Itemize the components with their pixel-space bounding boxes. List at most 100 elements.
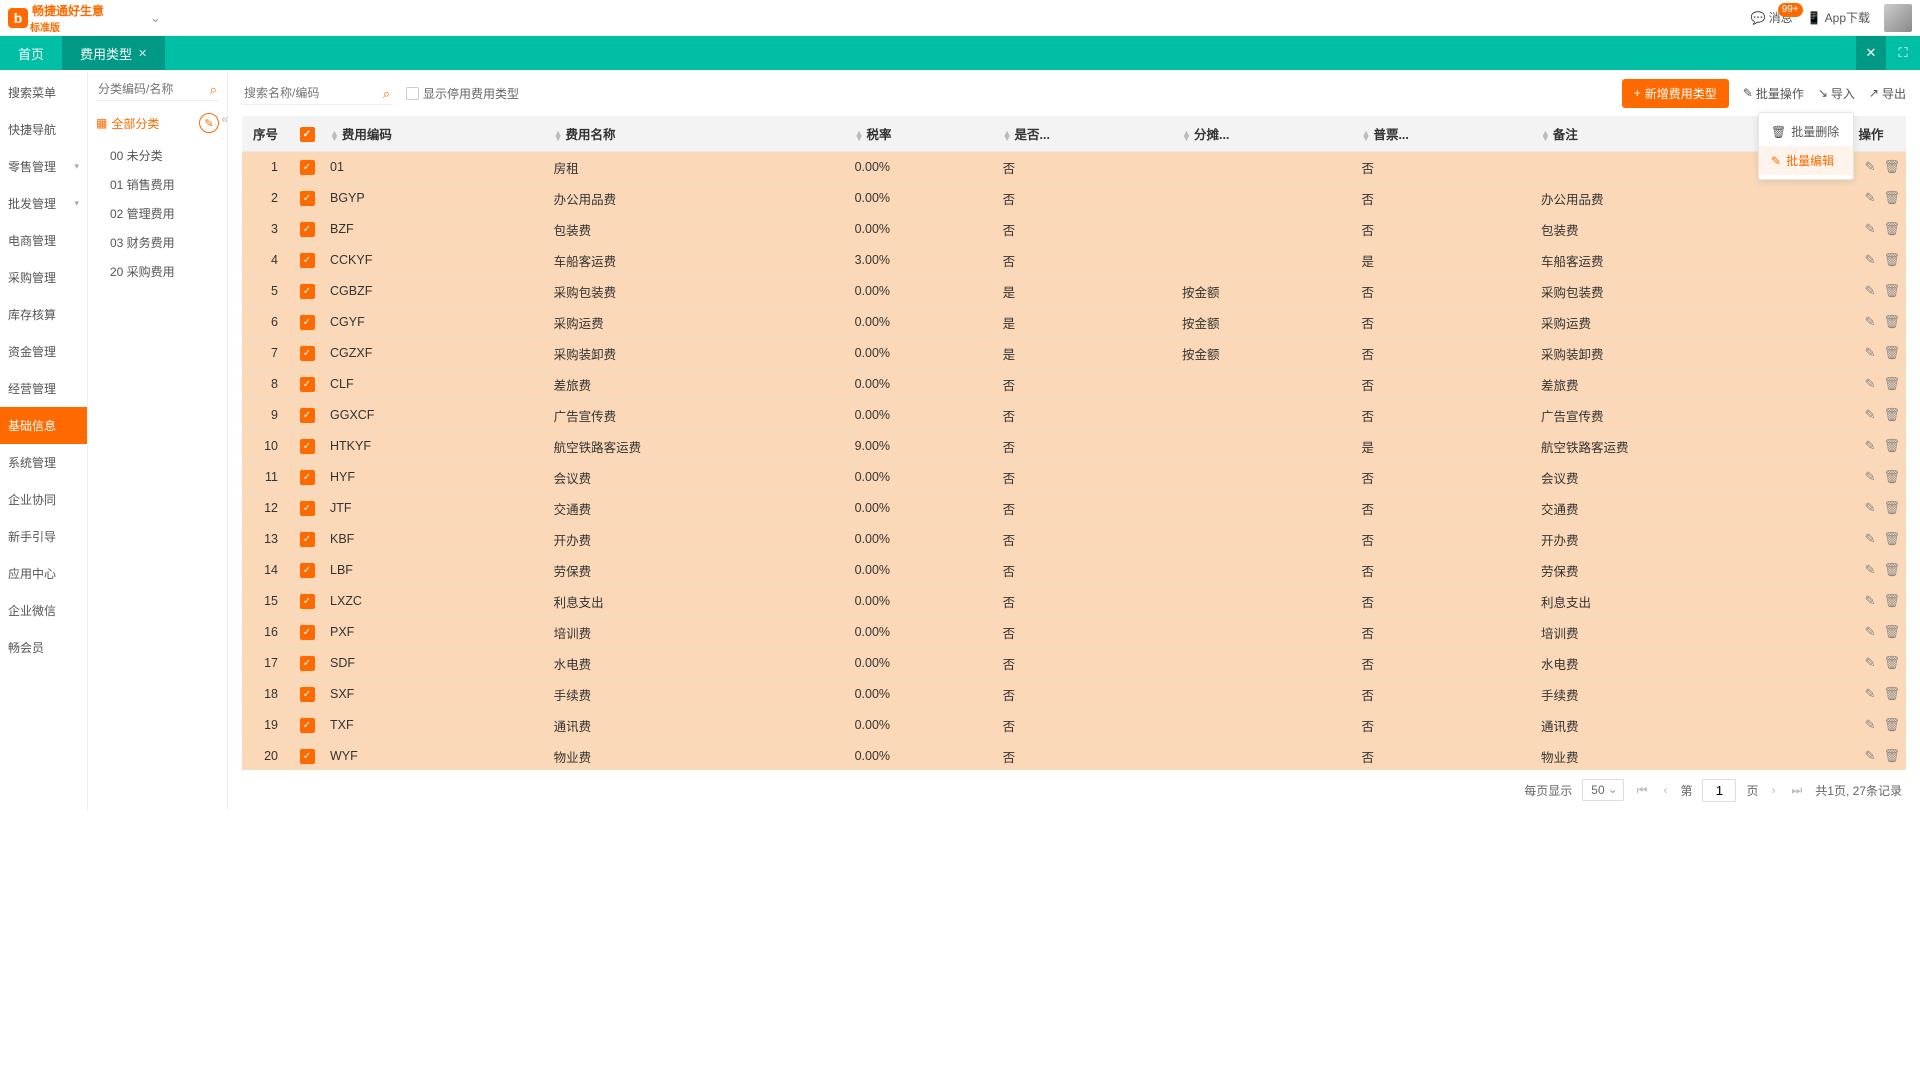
edit-icon[interactable]: ✎ <box>1865 438 1876 453</box>
sidebar-item-零售管理[interactable]: 零售管理▾ <box>0 148 87 185</box>
sidebar-item-企业微信[interactable]: 企业微信 <box>0 592 87 629</box>
per-page-select[interactable]: 50 <box>1582 779 1623 801</box>
cell-checkbox[interactable]: ✓ <box>290 462 324 493</box>
sidebar-item-经营管理[interactable]: 经营管理 <box>0 370 87 407</box>
table-row[interactable]: 13✓KBF开办费0.00%否否开办费✎🗑 <box>242 524 1906 555</box>
cell-checkbox[interactable]: ✓ <box>290 524 324 555</box>
column-header[interactable]: ▲▼普票... <box>1356 116 1535 152</box>
cell-checkbox[interactable]: ✓ <box>290 307 324 338</box>
edit-icon[interactable]: ✎ <box>1865 500 1876 515</box>
delete-icon[interactable]: 🗑 <box>1883 531 1900 546</box>
edit-icon[interactable]: ✎ <box>1865 345 1876 360</box>
table-row[interactable]: 14✓LBF劳保费0.00%否否劳保费✎🗑 <box>242 555 1906 586</box>
cell-checkbox[interactable]: ✓ <box>290 586 324 617</box>
table-row[interactable]: 4✓CCKYF车船客运费3.00%否是车船客运费✎🗑 <box>242 245 1906 276</box>
edit-icon[interactable]: ✎ <box>1865 159 1876 174</box>
edit-icon[interactable]: ✎ <box>1865 717 1876 732</box>
search-icon[interactable]: ⌕ <box>210 82 217 98</box>
cell-checkbox[interactable]: ✓ <box>290 710 324 741</box>
import-button[interactable]: ↘ 导入 <box>1818 85 1855 102</box>
category-search-input[interactable] <box>96 78 219 101</box>
search-input[interactable] <box>242 82 392 105</box>
sidebar-item-电商管理[interactable]: 电商管理 <box>0 222 87 259</box>
delete-icon[interactable]: 🗑 <box>1883 686 1900 701</box>
cell-checkbox[interactable]: ✓ <box>290 741 324 771</box>
table-row[interactable]: 10✓HTKYF航空铁路客运费9.00%否是航空铁路客运费✎🗑 <box>242 431 1906 462</box>
category-all[interactable]: ▦ 全部分类 <box>96 115 159 132</box>
pager-prev-icon[interactable]: ‹ <box>1660 783 1670 797</box>
cell-checkbox[interactable]: ✓ <box>290 183 324 214</box>
batch-edit-item[interactable]: ✎ 批量编辑 <box>1759 146 1853 175</box>
cell-checkbox[interactable]: ✓ <box>290 369 324 400</box>
edit-icon[interactable]: ✎ <box>1865 407 1876 422</box>
avatar[interactable] <box>1884 4 1912 32</box>
sidebar-item-企业协同[interactable]: 企业协同 <box>0 481 87 518</box>
table-row[interactable]: 16✓PXF培训费0.00%否否培训费✎🗑 <box>242 617 1906 648</box>
delete-icon[interactable]: 🗑 <box>1883 345 1900 360</box>
app-download-link[interactable]: 📱 App下载 <box>1807 9 1870 26</box>
new-button[interactable]: + 新增费用类型 <box>1622 79 1729 108</box>
delete-icon[interactable]: 🗑 <box>1883 314 1900 329</box>
table-row[interactable]: 6✓CGYF采购运费0.00%是按金额否采购运费✎🗑 <box>242 307 1906 338</box>
show-disabled-checkbox[interactable]: 显示停用费用类型 <box>406 85 519 102</box>
sidebar-item-快捷导航[interactable]: 快捷导航 <box>0 111 87 148</box>
table-row[interactable]: 18✓SXF手续费0.00%否否手续费✎🗑 <box>242 679 1906 710</box>
export-button[interactable]: ↗ 导出 <box>1869 85 1906 102</box>
delete-icon[interactable]: 🗑 <box>1883 283 1900 298</box>
cell-checkbox[interactable]: ✓ <box>290 648 324 679</box>
table-wrapper[interactable]: 序号✓▲▼费用编码▲▼费用名称▲▼税率▲▼是否...▲▼分摊...▲▼普票...… <box>228 116 1920 770</box>
delete-icon[interactable]: 🗑 <box>1883 376 1900 391</box>
delete-icon[interactable]: 🗑 <box>1883 407 1900 422</box>
table-row[interactable]: 9✓GGXCF广告宣传费0.00%否否广告宣传费✎🗑 <box>242 400 1906 431</box>
cell-checkbox[interactable]: ✓ <box>290 679 324 710</box>
edit-icon[interactable]: ✎ <box>1865 624 1876 639</box>
delete-icon[interactable]: 🗑 <box>1883 562 1900 577</box>
cell-checkbox[interactable]: ✓ <box>290 617 324 648</box>
tabstrip-close-button[interactable]: ✕ <box>1856 36 1886 70</box>
tab-首页[interactable]: 首页 <box>0 36 62 70</box>
delete-icon[interactable]: 🗑 <box>1883 500 1900 515</box>
category-item[interactable]: 01 销售费用 <box>88 170 227 199</box>
edit-icon[interactable]: ✎ <box>1865 252 1876 267</box>
batch-button[interactable]: ✎ 批量操作 <box>1743 85 1804 102</box>
category-item[interactable]: 02 管理费用 <box>88 199 227 228</box>
column-header[interactable]: ▲▼费用编码 <box>324 116 548 152</box>
cell-checkbox[interactable]: ✓ <box>290 276 324 307</box>
column-header[interactable]: ▲▼税率 <box>849 116 997 152</box>
org-selector[interactable]: ⌄ <box>144 10 161 26</box>
edit-icon[interactable]: ✎ <box>1865 376 1876 391</box>
edit-icon[interactable]: ✎ <box>1865 748 1876 763</box>
sidebar-item-库存核算[interactable]: 库存核算 <box>0 296 87 333</box>
cell-checkbox[interactable]: ✓ <box>290 214 324 245</box>
table-row[interactable]: 1✓01房租0.00%否否✎🗑 <box>242 152 1906 183</box>
column-header[interactable]: 序号 <box>242 116 290 152</box>
pager-first-icon[interactable]: ⏮ <box>1634 783 1651 798</box>
cell-checkbox[interactable]: ✓ <box>290 245 324 276</box>
table-row[interactable]: 20✓WYF物业费0.00%否否物业费✎🗑 <box>242 741 1906 771</box>
sidebar-item-采购管理[interactable]: 采购管理 <box>0 259 87 296</box>
column-header[interactable]: ▲▼分摊... <box>1176 116 1355 152</box>
panel-collapse-button[interactable]: « <box>221 112 228 126</box>
edit-icon[interactable]: ✎ <box>1865 655 1876 670</box>
pager-next-icon[interactable]: › <box>1768 783 1778 797</box>
category-item[interactable]: 20 采购费用 <box>88 257 227 286</box>
sidebar-item-搜索菜单[interactable]: 搜索菜单 <box>0 74 87 111</box>
table-row[interactable]: 12✓JTF交通费0.00%否否交通费✎🗑 <box>242 493 1906 524</box>
sidebar-item-应用中心[interactable]: 应用中心 <box>0 555 87 592</box>
edit-icon[interactable]: ✎ <box>1865 314 1876 329</box>
category-item[interactable]: 03 财务费用 <box>88 228 227 257</box>
table-row[interactable]: 3✓BZF包装费0.00%否否包装费✎🗑 <box>242 214 1906 245</box>
sidebar-item-畅会员[interactable]: 畅会员 <box>0 629 87 666</box>
delete-icon[interactable]: 🗑 <box>1883 748 1900 763</box>
search-icon[interactable]: ⌕ <box>383 86 390 102</box>
table-row[interactable]: 7✓CGZXF采购装卸费0.00%是按金额否采购装卸费✎🗑 <box>242 338 1906 369</box>
edit-icon[interactable]: ✎ <box>1865 221 1876 236</box>
pager-last-icon[interactable]: ⏭ <box>1788 783 1805 798</box>
delete-icon[interactable]: 🗑 <box>1883 469 1900 484</box>
cell-checkbox[interactable]: ✓ <box>290 400 324 431</box>
delete-icon[interactable]: 🗑 <box>1883 190 1900 205</box>
sidebar-item-批发管理[interactable]: 批发管理▾ <box>0 185 87 222</box>
edit-icon[interactable]: ✎ <box>1865 531 1876 546</box>
category-edit-button[interactable]: ✎ <box>199 113 219 133</box>
tabstrip-expand-button[interactable]: ⛶ <box>1890 36 1916 70</box>
